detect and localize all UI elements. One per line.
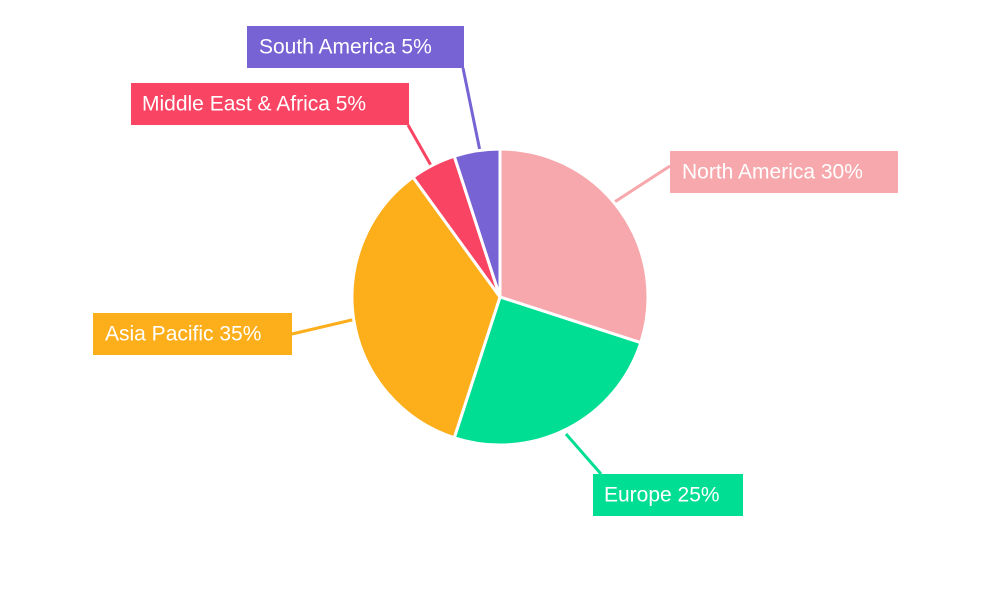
label-background [670,151,898,193]
label-text: South America 5% [259,36,432,59]
leader-line-europe [564,433,603,475]
label-background [247,26,464,68]
slice-label-asia-pacific[interactable]: Asia Pacific 35% [93,313,292,355]
leader-line-asia-pacific [291,317,357,336]
leader-lines-group [291,67,671,475]
leader-line-middle-east-africa [406,124,435,170]
slice-label-north-america[interactable]: North America 30% [670,151,898,193]
pie-slice-europe[interactable] [452,295,643,447]
label-text: Asia Pacific 35% [105,323,261,346]
leader-line-south-america [461,67,483,157]
slice-label-south-america[interactable]: South America 5% [247,26,464,68]
label-text: North America 30% [682,161,863,184]
label-background [93,313,292,355]
pie-slices-group [350,147,650,447]
pie-slice-south-america[interactable] [452,147,502,299]
slice-label-europe[interactable]: Europe 25% [593,474,743,516]
slice-labels-group: North America 30% Europe 25% Asia Pacific … [93,26,898,516]
slice-label-middle-east-africa[interactable]: Middle East & Africa 5% [131,83,409,125]
pie-slice-north-america[interactable] [498,147,650,345]
label-text: Europe 25% [604,484,720,507]
label-text: Middle East & Africa 5% [142,93,366,116]
leader-line-north-america [612,164,671,205]
label-background [593,474,743,516]
label-background [131,83,409,125]
pie-slice-asia-pacific[interactable] [350,175,502,440]
